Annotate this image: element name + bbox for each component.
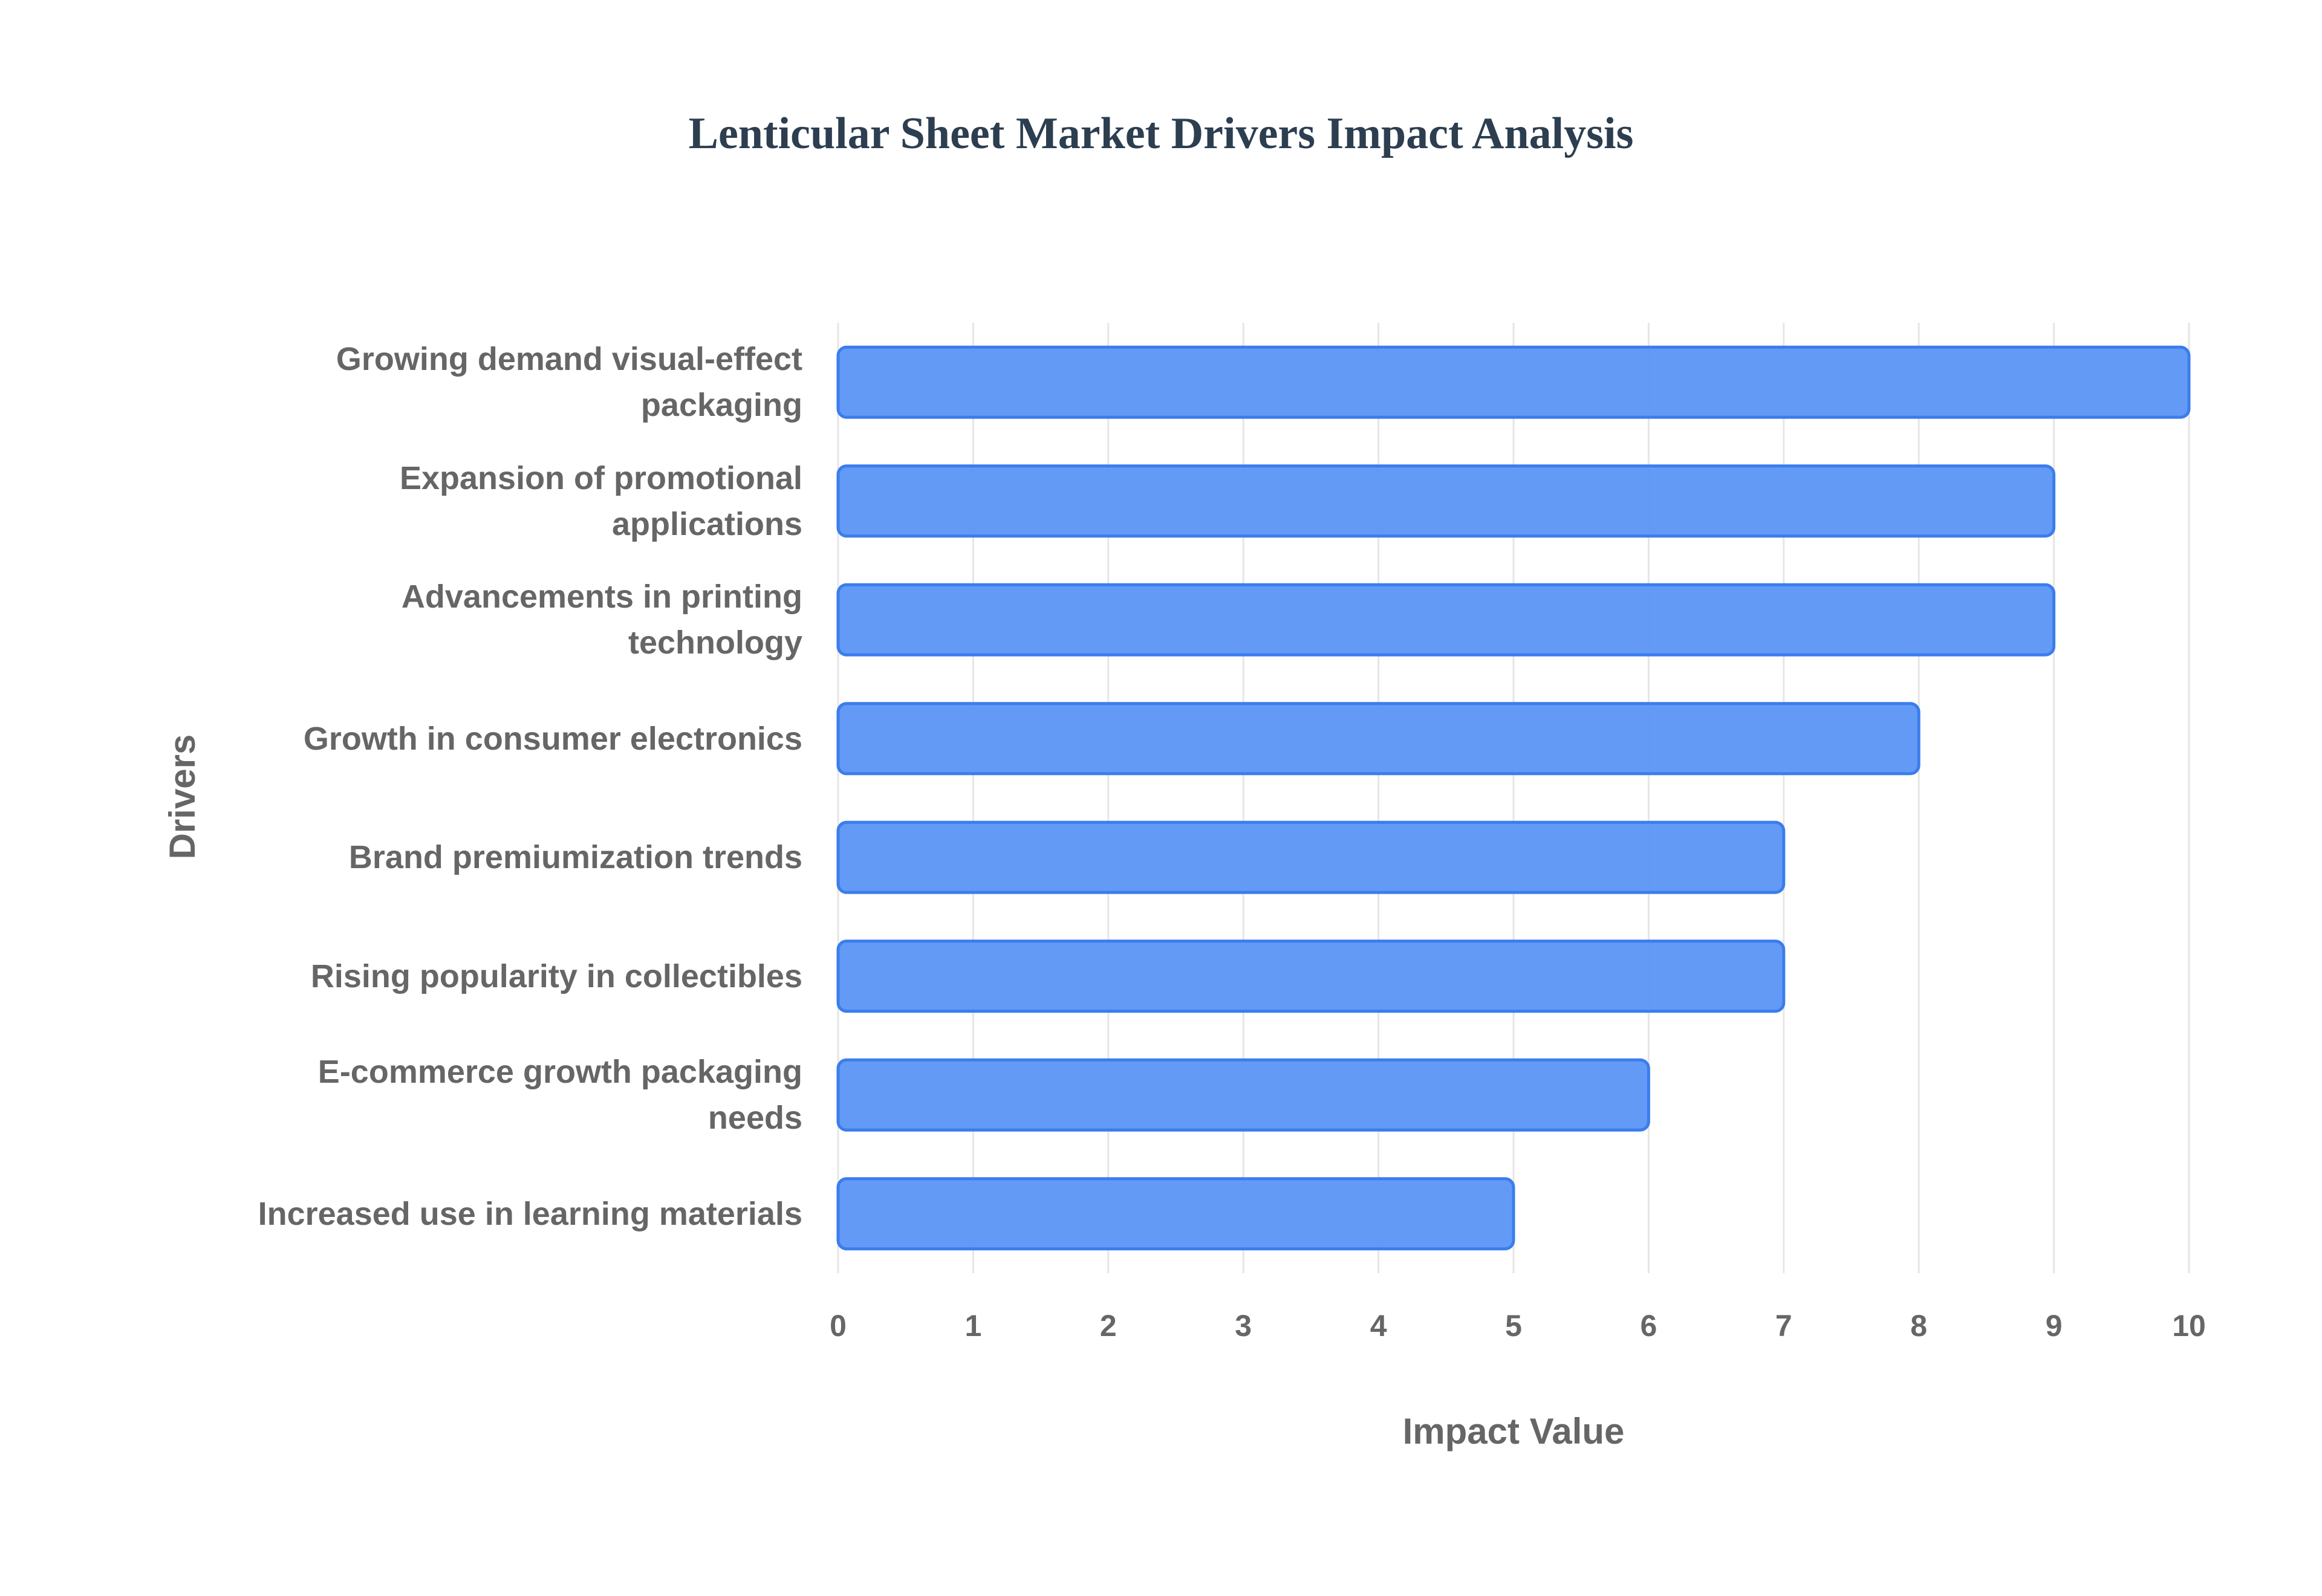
bar — [836, 345, 2191, 419]
x-tick-label: 7 — [1775, 1309, 1792, 1343]
bar — [836, 820, 1786, 894]
x-tick-label: 2 — [1100, 1309, 1117, 1343]
y-tick-label: Increased use in learning materials — [258, 1195, 802, 1232]
x-tick-label: 0 — [830, 1309, 847, 1343]
x-tick-label: 8 — [1910, 1309, 1927, 1343]
y-tick-label: Expansion of promotional applications — [399, 459, 802, 542]
y-tick-label: Growth in consumer electronics — [303, 720, 802, 757]
x-tick-label: 1 — [964, 1309, 981, 1343]
bar — [836, 464, 2056, 538]
bar — [836, 702, 1920, 776]
bar — [836, 1058, 1650, 1132]
x-tick-label: 3 — [1235, 1309, 1252, 1343]
x-tick-label: 5 — [1505, 1309, 1522, 1343]
y-tick-label: Brand premiumization trends — [348, 839, 802, 876]
chart-title: Lenticular Sheet Market Drivers Impact A… — [689, 109, 1634, 158]
y-tick-label: Rising popularity in collectibles — [310, 958, 802, 994]
x-tick-label: 4 — [1370, 1309, 1387, 1343]
x-tick-label: 10 — [2172, 1309, 2206, 1343]
bar — [836, 939, 1786, 1013]
x-tick-label: 9 — [2046, 1309, 2063, 1343]
x-tick-label: 6 — [1640, 1309, 1657, 1343]
y-tick-label: E-commerce growth packaging needs — [317, 1054, 802, 1137]
x-axis-title: Impact Value — [1403, 1411, 1625, 1452]
y-axis-title: Drivers — [162, 735, 203, 860]
y-tick-label: Growing demand visual-effect packaging — [336, 341, 802, 424]
bar — [836, 1177, 1515, 1251]
y-tick-label: Advancements in printing technology — [401, 579, 802, 661]
bar — [836, 583, 2056, 657]
